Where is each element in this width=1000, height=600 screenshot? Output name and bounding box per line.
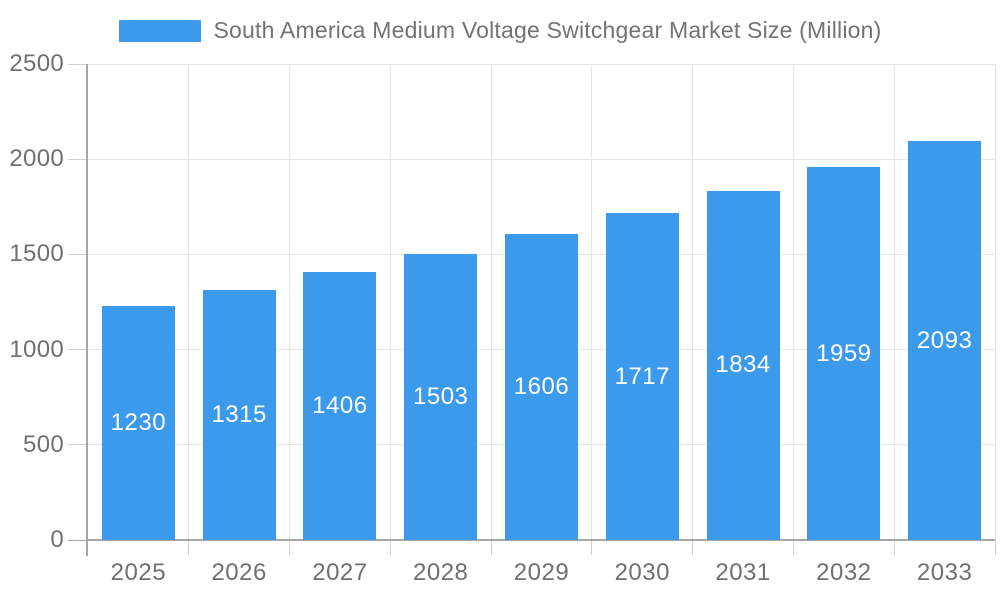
bar [908, 141, 982, 540]
y-tick-label: 1500 [9, 240, 64, 268]
x-tick-label: 2029 [513, 559, 570, 586]
bar-value-label: 1503 [413, 382, 469, 410]
y-tick-mark [68, 444, 88, 446]
y-tick-label: 1000 [9, 335, 64, 363]
x-tick-label: 2031 [715, 559, 771, 586]
bar [605, 213, 679, 540]
x-gridline [893, 64, 895, 540]
x-tick-mark [591, 540, 593, 555]
x-gridline [792, 64, 794, 540]
x-tick-label: 2032 [816, 559, 872, 586]
x-gridline [692, 64, 694, 540]
x-tick-mark [994, 540, 996, 555]
bar [706, 190, 780, 540]
y-tick-label: 0 [50, 526, 64, 553]
bar-value-label: 1959 [816, 339, 872, 367]
x-tick-label: 2026 [211, 559, 267, 586]
bar-value-label: 1406 [312, 392, 368, 420]
x-tick-label: 2033 [916, 559, 973, 586]
bar-value-label: 2093 [916, 326, 973, 354]
x-tick-mark [389, 540, 391, 555]
x-gridline [289, 64, 291, 540]
bar-value-label: 1315 [211, 400, 267, 428]
y-tick-mark [68, 349, 88, 351]
y-gridline [88, 158, 995, 160]
y-tick-label: 2000 [9, 145, 64, 173]
x-tick-mark [692, 540, 694, 555]
x-tick-label: 2027 [312, 559, 368, 586]
x-gridline [591, 64, 593, 540]
y-tick-mark [68, 63, 88, 65]
x-tick-label: 2030 [614, 559, 670, 586]
y-tick-label: 2500 [9, 50, 64, 77]
x-axis-line [86, 539, 995, 541]
x-tick-mark [792, 540, 794, 555]
x-tick-mark [188, 540, 190, 555]
x-gridline [490, 64, 492, 540]
x-tick-mark [289, 540, 291, 555]
x-gridline [389, 64, 391, 540]
bar [807, 167, 881, 540]
bar-value-label: 1717 [614, 362, 670, 390]
bar-value-label: 1606 [513, 373, 570, 401]
y-axis-line [86, 64, 88, 556]
x-tick-label: 2028 [413, 559, 469, 586]
y-tick-mark [68, 539, 88, 541]
bar-value-label: 1834 [715, 351, 771, 379]
bar [505, 234, 578, 540]
chart-legend[interactable]: South America Medium Voltage Switchgear … [0, 17, 1000, 44]
y-tick-mark [68, 253, 88, 255]
x-tick-mark [893, 540, 895, 555]
bar [404, 253, 478, 540]
y-gridline [88, 63, 995, 65]
bar [303, 272, 377, 540]
x-tick-mark [490, 540, 492, 555]
x-tick-label: 2025 [110, 559, 167, 586]
y-tick-label: 500 [23, 430, 64, 458]
bar-value-label: 1230 [110, 408, 167, 436]
y-tick-mark [68, 158, 88, 160]
bar [101, 305, 175, 540]
bar [202, 289, 276, 540]
legend-swatch [118, 19, 201, 42]
legend-label: South America Medium Voltage Switchgear … [213, 17, 882, 43]
x-gridline [994, 64, 996, 540]
x-gridline [188, 64, 190, 540]
